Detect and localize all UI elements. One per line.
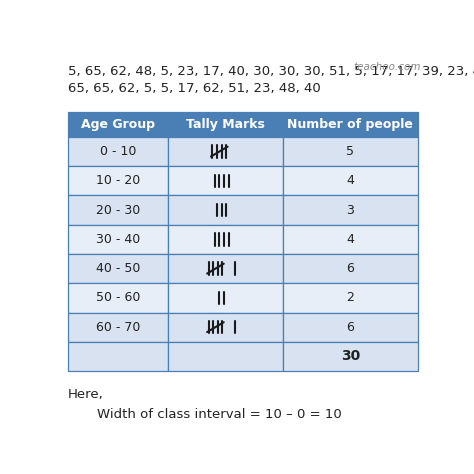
Bar xyxy=(68,312,168,342)
Text: 6: 6 xyxy=(346,262,355,275)
Text: Tally Marks: Tally Marks xyxy=(186,118,265,131)
Bar xyxy=(68,283,168,312)
Bar xyxy=(168,112,283,137)
Bar xyxy=(283,112,418,137)
Text: 65, 65, 62, 5, 5, 17, 62, 51, 23, 48, 40: 65, 65, 62, 5, 5, 17, 62, 51, 23, 48, 40 xyxy=(68,82,321,94)
Text: 4: 4 xyxy=(346,233,355,246)
Bar xyxy=(283,195,418,225)
Bar xyxy=(68,342,168,371)
Bar xyxy=(283,283,418,312)
Text: 20 - 30: 20 - 30 xyxy=(96,204,140,217)
Bar xyxy=(283,137,418,166)
Bar xyxy=(68,195,168,225)
Bar xyxy=(68,137,168,166)
Bar xyxy=(283,225,418,254)
Bar xyxy=(283,166,418,195)
Bar xyxy=(283,342,418,371)
Text: 5, 65, 62, 48, 5, 23, 17, 40, 30, 30, 30, 51, 5, 17, 17, 39, 23, 48, 40,: 5, 65, 62, 48, 5, 23, 17, 40, 30, 30, 30… xyxy=(68,64,474,78)
Text: 0 - 10: 0 - 10 xyxy=(100,145,136,158)
Bar xyxy=(168,195,283,225)
Text: Number of people: Number of people xyxy=(288,118,413,131)
Text: 10 - 20: 10 - 20 xyxy=(96,174,140,187)
Text: 40 - 50: 40 - 50 xyxy=(96,262,140,275)
Text: Age Group: Age Group xyxy=(81,118,155,131)
Bar xyxy=(168,166,283,195)
Text: 2: 2 xyxy=(346,292,355,304)
Bar xyxy=(168,137,283,166)
Text: Here,: Here, xyxy=(68,388,104,401)
Text: Width of class interval = 10 – 0 = 10: Width of class interval = 10 – 0 = 10 xyxy=(97,408,342,421)
Bar xyxy=(168,225,283,254)
Text: 30: 30 xyxy=(341,349,360,364)
Bar xyxy=(168,283,283,312)
Bar xyxy=(68,166,168,195)
Text: 6: 6 xyxy=(346,320,355,334)
Bar xyxy=(68,225,168,254)
Bar xyxy=(168,312,283,342)
Text: 30 - 40: 30 - 40 xyxy=(96,233,140,246)
Bar xyxy=(283,254,418,283)
Text: 5: 5 xyxy=(346,145,355,158)
Text: 4: 4 xyxy=(346,174,355,187)
Text: teachoo.com: teachoo.com xyxy=(353,62,421,72)
Text: 3: 3 xyxy=(346,204,355,217)
Bar xyxy=(168,342,283,371)
Bar xyxy=(68,112,168,137)
Bar xyxy=(168,254,283,283)
Bar xyxy=(283,312,418,342)
Text: 50 - 60: 50 - 60 xyxy=(96,292,140,304)
Bar xyxy=(68,254,168,283)
Text: 60 - 70: 60 - 70 xyxy=(96,320,140,334)
